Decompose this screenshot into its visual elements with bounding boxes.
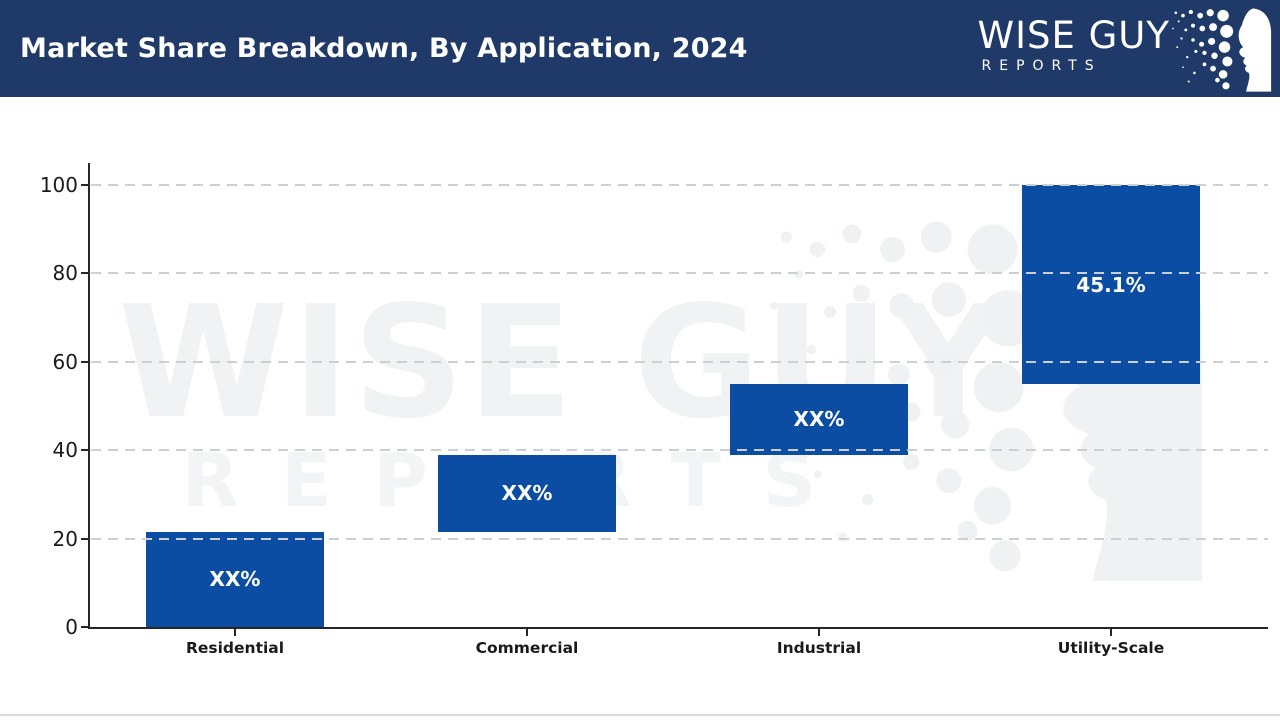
bar-value-label: XX% bbox=[793, 407, 845, 432]
y-tick-label: 20 bbox=[52, 526, 78, 551]
header-bar: Market Share Breakdown, By Application, … bbox=[0, 0, 1280, 97]
y-tick-mark bbox=[81, 360, 89, 363]
bar-value-label: 45.1% bbox=[1076, 272, 1146, 297]
gridline bbox=[91, 272, 1268, 275]
y-tick-label: 0 bbox=[65, 615, 78, 639]
bar-industrial bbox=[730, 384, 908, 455]
x-tick-label: Industrial bbox=[776, 639, 862, 657]
bar-value-label: XX% bbox=[501, 481, 553, 506]
y-tick-label: 40 bbox=[52, 438, 78, 463]
x-tick-mark bbox=[818, 629, 820, 636]
brand-logo: WISE GUY REPORTS bbox=[978, 4, 1272, 94]
brand-logo-text: WISE GUY REPORTS bbox=[977, 14, 1170, 75]
gridline bbox=[91, 537, 1268, 540]
x-tick-mark bbox=[1110, 629, 1112, 636]
y-tick-mark bbox=[81, 449, 89, 452]
page-title: Market Share Breakdown, By Application, … bbox=[20, 33, 748, 64]
bar-residential bbox=[146, 531, 324, 627]
bar-value-label: XX% bbox=[209, 567, 261, 592]
y-tick-label: 80 bbox=[52, 261, 78, 286]
x-tick-label: Utility-Scale bbox=[1057, 639, 1165, 657]
dotted-head-icon bbox=[1172, 8, 1272, 92]
gridline bbox=[91, 184, 1268, 186]
y-tick-label: 100 bbox=[39, 173, 78, 197]
x-axis-line bbox=[88, 627, 1268, 629]
y-axis-line bbox=[88, 163, 90, 629]
brand-name: WISE GUY bbox=[977, 14, 1170, 57]
y-tick-label: 60 bbox=[52, 349, 78, 374]
y-tick-mark bbox=[81, 184, 89, 186]
y-tick-mark bbox=[81, 626, 89, 628]
x-tick-label: Residential bbox=[185, 639, 285, 657]
gridline bbox=[91, 360, 1268, 363]
x-tick-mark bbox=[234, 629, 236, 636]
footer-divider bbox=[0, 714, 1280, 716]
gridline bbox=[91, 449, 1268, 452]
bar-utility-scale bbox=[1022, 185, 1200, 385]
y-tick-mark bbox=[81, 272, 89, 275]
brand-subtitle: REPORTS bbox=[981, 58, 1102, 74]
bar-commercial bbox=[438, 454, 616, 532]
y-tick-mark bbox=[81, 537, 89, 540]
x-tick-mark bbox=[526, 629, 528, 636]
x-tick-label: Commercial bbox=[475, 639, 579, 657]
